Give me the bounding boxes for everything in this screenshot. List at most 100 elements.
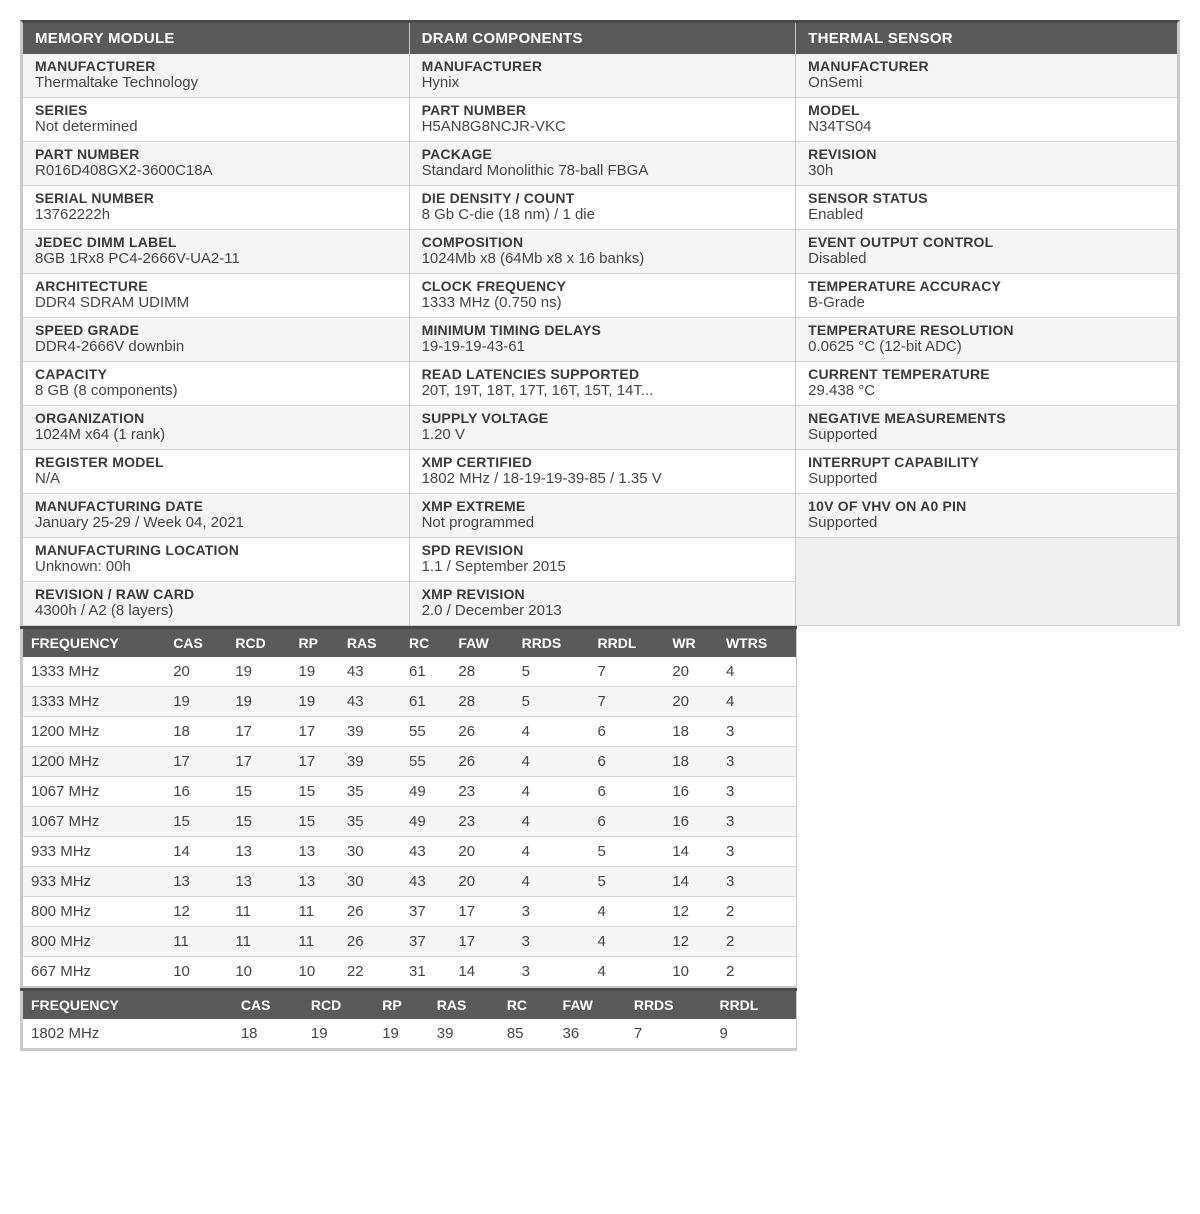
table-cell: 14	[664, 837, 718, 867]
jedec-timing-row: 1333 MHz19191943612857204	[22, 687, 797, 717]
table-cell: 4	[514, 747, 590, 777]
column-header: RCD	[303, 990, 374, 1020]
column-header: FREQUENCY	[22, 990, 184, 1020]
table-cell: 43	[401, 867, 450, 897]
field-value: 2.0 / December 2013	[422, 602, 784, 619]
table-cell: 1333 MHz	[22, 657, 166, 687]
table-cell: 49	[401, 777, 450, 807]
table-cell: 10	[664, 957, 718, 988]
dram-field: XMP CERTIFIED1802 MHz / 18-19-19-39-85 /…	[410, 450, 796, 494]
table-cell: 1200 MHz	[22, 717, 166, 747]
field-value: Not programmed	[422, 514, 784, 531]
dram-field: COMPOSITION1024Mb x8 (64Mb x8 x 16 banks…	[410, 230, 796, 274]
table-cell: 19	[227, 657, 290, 687]
table-cell: 19	[165, 687, 227, 717]
field-value: Hynix	[422, 74, 784, 91]
table-cell: 6	[589, 717, 664, 747]
field-value: R016D408GX2-3600C18A	[35, 162, 397, 179]
column-header	[184, 990, 209, 1020]
table-cell: 1333 MHz	[22, 687, 166, 717]
table-cell: 6	[589, 777, 664, 807]
dram-field: CLOCK FREQUENCY1333 MHz (0.750 ns)	[410, 274, 796, 318]
table-cell: 13	[291, 867, 339, 897]
table-cell: 19	[227, 687, 290, 717]
table-cell: 17	[450, 927, 513, 957]
table-cell: 1067 MHz	[22, 777, 166, 807]
field-value: Supported	[808, 426, 1165, 443]
field-label: DIE DENSITY / COUNT	[422, 190, 784, 206]
column-header	[208, 990, 233, 1020]
field-label: PART NUMBER	[35, 146, 397, 162]
table-cell: 20	[165, 657, 227, 687]
field-value: 1333 MHz (0.750 ns)	[422, 294, 784, 311]
thermal-field: MANUFACTUREROnSemi	[796, 54, 1177, 98]
column-header: RAS	[339, 628, 401, 658]
field-value: 29.438 °C	[808, 382, 1165, 399]
field-value: 8GB 1Rx8 PC4-2666V-UA2-11	[35, 250, 397, 267]
table-cell: 19	[291, 657, 339, 687]
table-cell: 16	[165, 777, 227, 807]
memory-field: JEDEC DIMM LABEL8GB 1Rx8 PC4-2666V-UA2-1…	[23, 230, 409, 274]
field-label: XMP REVISION	[422, 586, 784, 602]
field-value: H5AN8G8NCJR-VKC	[422, 118, 784, 135]
field-label: TEMPERATURE ACCURACY	[808, 278, 1165, 294]
table-cell: 3	[718, 777, 797, 807]
field-value: N34TS04	[808, 118, 1165, 135]
table-cell: 12	[664, 927, 718, 957]
memory-field: SERIAL NUMBER13762222h	[23, 186, 409, 230]
jedec-timing-header: FREQUENCYCASRCDRPRASRCFAWRRDSRRDLWRWTRS	[22, 628, 797, 658]
table-cell: 36	[555, 1019, 626, 1050]
table-cell	[184, 1019, 209, 1050]
table-cell: 17	[165, 747, 227, 777]
xmp-timing-row: 1802 MHz18191939853679	[22, 1019, 797, 1050]
jedec-timing-body: 1333 MHz201919436128572041333 MHz1919194…	[22, 657, 797, 987]
field-value: 1024M x64 (1 rank)	[35, 426, 397, 443]
table-cell: 13	[227, 867, 290, 897]
table-cell: 43	[401, 837, 450, 867]
table-cell: 30	[339, 837, 401, 867]
column-header: RP	[291, 628, 339, 658]
table-cell: 5	[514, 657, 590, 687]
dram-field: SPD REVISION1.1 / September 2015	[410, 538, 796, 582]
field-value: January 25-29 / Week 04, 2021	[35, 514, 397, 531]
field-label: REGISTER MODEL	[35, 454, 397, 470]
table-cell: 26	[450, 717, 513, 747]
field-label: MODEL	[808, 102, 1165, 118]
table-cell: 39	[339, 747, 401, 777]
column-header: WR	[664, 628, 718, 658]
column-header: RCD	[227, 628, 290, 658]
memory-field: MANUFACTURERThermaltake Technology	[23, 54, 409, 98]
field-label: EVENT OUTPUT CONTROL	[808, 234, 1165, 250]
field-label: SPEED GRADE	[35, 322, 397, 338]
field-label: SUPPLY VOLTAGE	[422, 410, 784, 426]
thermal-sensor-fields: MANUFACTUREROnSemiMODELN34TS04REVISION30…	[796, 54, 1177, 538]
table-cell: 6	[589, 747, 664, 777]
memory-field: SPEED GRADEDDR4-2666V downbin	[23, 318, 409, 362]
field-value: 20T, 19T, 18T, 17T, 16T, 15T, 14T...	[422, 382, 784, 399]
memory-module-header: MEMORY MODULE	[23, 23, 409, 54]
dram-field: XMP REVISION2.0 / December 2013	[410, 582, 796, 626]
column-header: RP	[374, 990, 429, 1020]
jedec-timing-row: 933 MHz13131330432045143	[22, 867, 797, 897]
table-cell: 4	[514, 807, 590, 837]
field-label: XMP EXTREME	[422, 498, 784, 514]
table-cell: 15	[291, 777, 339, 807]
field-value: 1.1 / September 2015	[422, 558, 784, 575]
table-cell: 2	[718, 897, 797, 927]
xmp-timing-header: FREQUENCYCASRCDRPRASRCFAWRRDSRRDL	[22, 990, 797, 1020]
table-cell: 12	[664, 897, 718, 927]
field-value: 1024Mb x8 (64Mb x8 x 16 banks)	[422, 250, 784, 267]
table-cell: 800 MHz	[22, 927, 166, 957]
table-cell: 26	[339, 897, 401, 927]
table-cell: 5	[589, 867, 664, 897]
jedec-timing-row: 1067 MHz16151535492346163	[22, 777, 797, 807]
memory-module-fields: MANUFACTURERThermaltake TechnologySERIES…	[23, 54, 409, 626]
column-header: RRDL	[711, 990, 796, 1020]
table-cell: 28	[450, 657, 513, 687]
table-cell: 16	[664, 777, 718, 807]
table-cell: 11	[165, 927, 227, 957]
field-label: MANUFACTURING DATE	[35, 498, 397, 514]
table-cell: 5	[589, 837, 664, 867]
table-cell: 4	[514, 717, 590, 747]
column-header: WTRS	[718, 628, 797, 658]
